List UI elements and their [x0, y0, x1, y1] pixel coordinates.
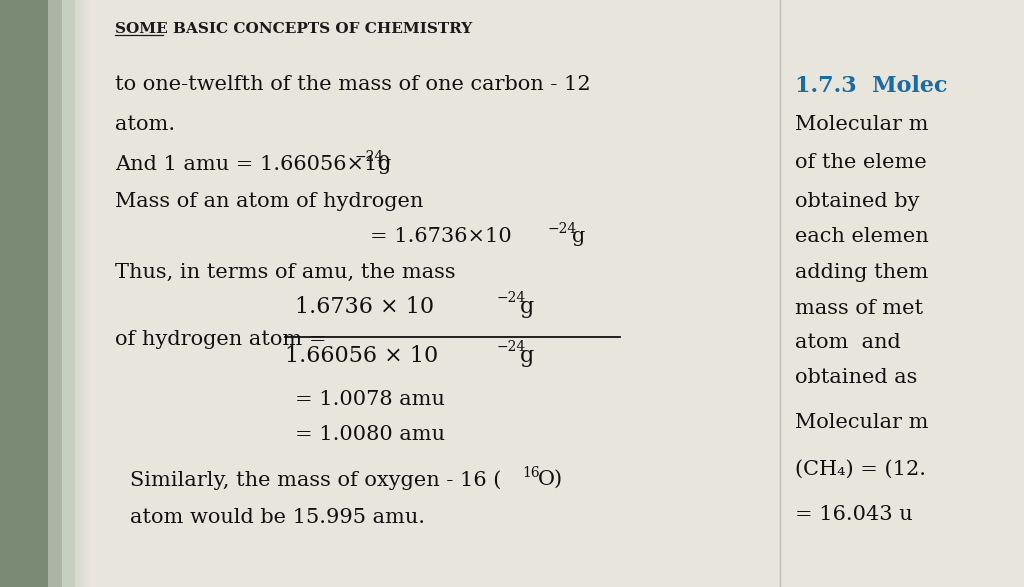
Bar [0, 0, 62, 587]
Text: 16: 16 [522, 466, 540, 480]
Text: Molecular m: Molecular m [795, 413, 929, 432]
Text: atom would be 15.995 amu.: atom would be 15.995 amu. [130, 508, 425, 527]
Text: −24: −24 [497, 340, 526, 354]
Text: of the eleme: of the eleme [795, 153, 927, 172]
Text: atom.: atom. [115, 115, 175, 134]
Text: = 1.0078 amu: = 1.0078 amu [295, 390, 444, 409]
Text: SOME BASIC CONCEPTS OF CHEMISTRY: SOME BASIC CONCEPTS OF CHEMISTRY [115, 22, 472, 36]
Text: Molecular m: Molecular m [795, 115, 929, 134]
Text: −24: −24 [355, 150, 384, 164]
Text: Thus, in terms of amu, the mass: Thus, in terms of amu, the mass [115, 263, 456, 282]
Text: 1.7.3  Molec: 1.7.3 Molec [795, 75, 947, 97]
Text: to one-twelfth of the mass of one carbon - 12: to one-twelfth of the mass of one carbon… [115, 75, 591, 94]
Text: obtained as: obtained as [795, 368, 918, 387]
Text: 1.6736 × 10: 1.6736 × 10 [295, 296, 434, 318]
Text: 1.66056 × 10: 1.66056 × 10 [285, 345, 438, 367]
Text: atom  and: atom and [795, 333, 901, 352]
Text: g: g [520, 345, 535, 367]
Text: g: g [520, 296, 535, 318]
Text: −24: −24 [548, 222, 578, 236]
Text: each elemen: each elemen [795, 227, 929, 246]
Text: of hydrogen atom =: of hydrogen atom = [115, 330, 327, 349]
Text: = 1.0080 amu: = 1.0080 amu [295, 425, 445, 444]
Text: O): O) [538, 470, 563, 489]
Text: Mass of an atom of hydrogen: Mass of an atom of hydrogen [115, 192, 423, 211]
Text: g: g [572, 227, 586, 246]
Text: And 1 amu = 1.66056×10: And 1 amu = 1.66056×10 [115, 155, 391, 174]
Text: obtained by: obtained by [795, 192, 920, 211]
Text: (CH₄) = (12.: (CH₄) = (12. [795, 460, 926, 479]
Text: g: g [378, 155, 391, 174]
Text: = 1.6736×10: = 1.6736×10 [370, 227, 512, 246]
Bar [48, 0, 78, 587]
Text: adding them: adding them [795, 263, 929, 282]
Text: mass of met: mass of met [795, 299, 923, 318]
Bar [62, 0, 77, 587]
Text: −24: −24 [497, 291, 526, 305]
Text: = 16.043 u: = 16.043 u [795, 505, 912, 524]
Text: Similarly, the mass of oxygen - 16 (: Similarly, the mass of oxygen - 16 ( [130, 470, 502, 490]
